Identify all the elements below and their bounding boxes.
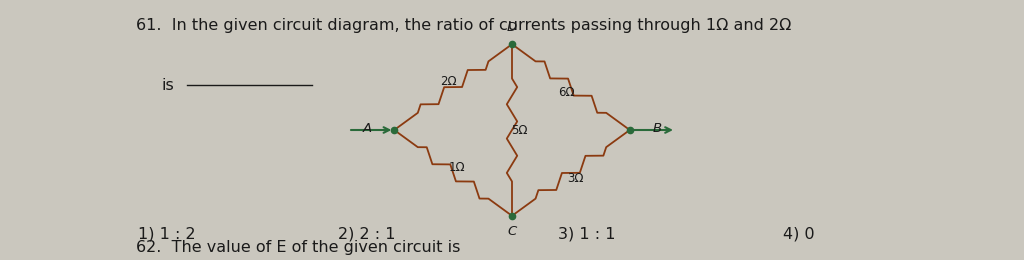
Text: A: A xyxy=(362,122,372,135)
Text: 62.  The value of E of the given circuit is: 62. The value of E of the given circuit … xyxy=(136,240,461,255)
Text: is: is xyxy=(162,78,174,93)
Text: 2) 2 : 1: 2) 2 : 1 xyxy=(338,226,395,241)
Text: 4) 0: 4) 0 xyxy=(783,226,815,241)
Text: 2Ω: 2Ω xyxy=(440,75,457,88)
Text: 5Ω: 5Ω xyxy=(512,124,528,136)
Text: 6Ω: 6Ω xyxy=(558,87,574,100)
Text: 61.  In the given circuit diagram, the ratio of currents passing through 1Ω and : 61. In the given circuit diagram, the ra… xyxy=(136,18,792,33)
Text: 1Ω: 1Ω xyxy=(450,160,466,173)
Text: C: C xyxy=(507,225,517,238)
Text: 3Ω: 3Ω xyxy=(567,172,584,185)
Text: 3) 1 : 1: 3) 1 : 1 xyxy=(558,226,615,241)
Text: B: B xyxy=(652,122,662,135)
Text: 1) 1 : 2: 1) 1 : 2 xyxy=(138,226,196,241)
Text: D: D xyxy=(507,21,517,34)
